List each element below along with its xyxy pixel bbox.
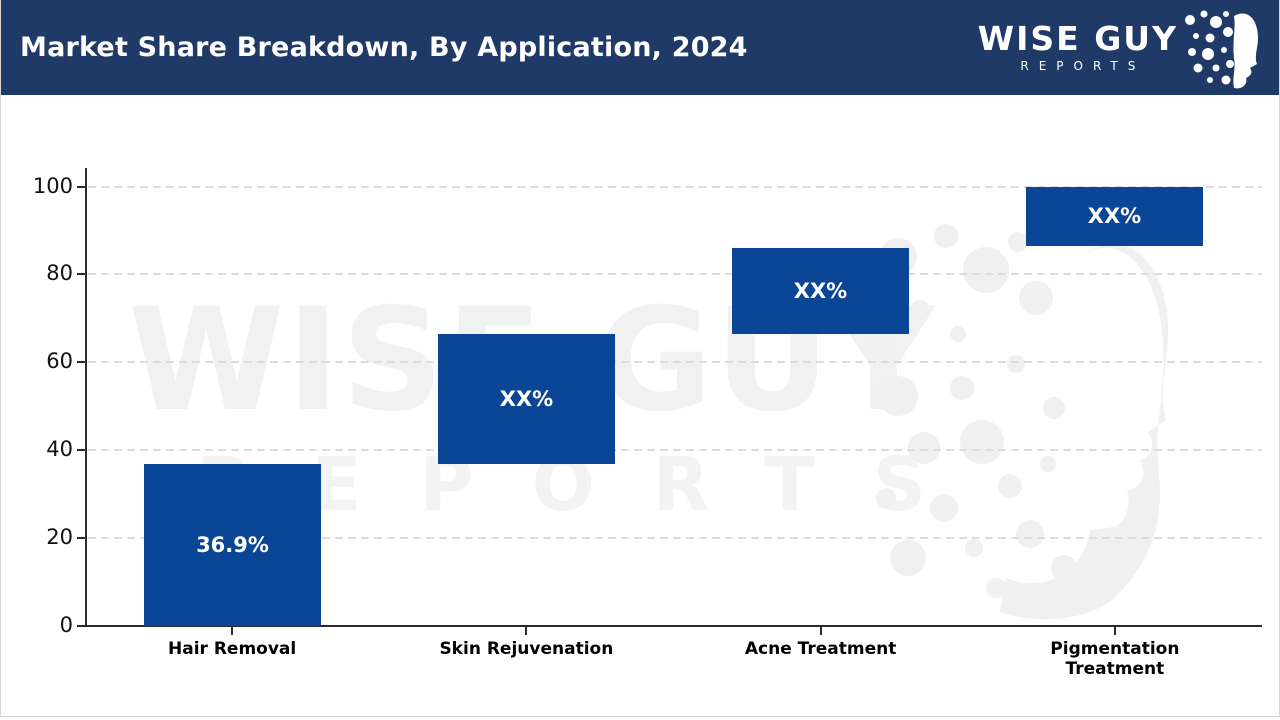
bar-segment: 36.9%	[144, 463, 321, 626]
x-tick	[525, 627, 528, 635]
y-tick-label-100: 100	[32, 173, 73, 198]
logo-text: WISE GUY REPORTS	[978, 22, 1178, 73]
y-tick-label-60: 60	[46, 349, 73, 374]
logo-face-icon	[1185, 10, 1258, 88]
y-axis-line	[85, 168, 87, 627]
bar-segment: XX%	[438, 333, 615, 464]
x-tick	[819, 627, 822, 635]
chart-title: Market Share Breakdown, By Application, …	[20, 32, 748, 63]
x-tick	[1113, 627, 1116, 635]
bar-segment: XX%	[732, 248, 909, 334]
y-tick-label-20: 20	[46, 525, 73, 550]
y-tick-60	[77, 361, 86, 364]
y-tick-80	[77, 273, 86, 276]
bar-value-label: XX%	[499, 386, 554, 411]
y-tick-100	[77, 185, 86, 188]
logo-text-line2: REPORTS	[1020, 59, 1146, 73]
bar-segment: XX%	[1026, 186, 1203, 246]
gridline-40	[88, 449, 1262, 452]
x-axis-line	[85, 625, 1262, 627]
x-tick	[231, 627, 234, 635]
bar-value-label: XX%	[793, 278, 848, 303]
y-tick-0	[77, 625, 86, 627]
x-category-label: Skin Rejuvenation	[439, 639, 614, 659]
y-tick-label-40: 40	[46, 437, 73, 462]
bar-value-label: XX%	[1087, 204, 1142, 229]
x-category-label: Acne Treatment	[744, 639, 897, 659]
y-tick-label-0: 0	[59, 613, 73, 637]
y-tick-20	[77, 537, 86, 540]
x-category-label: Pigmentation Treatment	[1050, 639, 1180, 680]
gridline-100	[88, 185, 1262, 188]
x-category-label: Hair Removal	[168, 639, 297, 659]
header-bar: Market Share Breakdown, By Application, …	[0, 0, 1280, 95]
bar-value-label: 36.9%	[196, 532, 269, 557]
logo-text-line1: WISE GUY	[977, 19, 1178, 58]
y-tick-label-80: 80	[46, 261, 73, 286]
gridline-80	[88, 273, 1262, 276]
gridline-20	[88, 537, 1262, 540]
wise-guy-logo: WISE GUY REPORTS	[978, 6, 1260, 90]
y-tick-40	[77, 449, 86, 452]
gridline-60	[88, 361, 1262, 364]
